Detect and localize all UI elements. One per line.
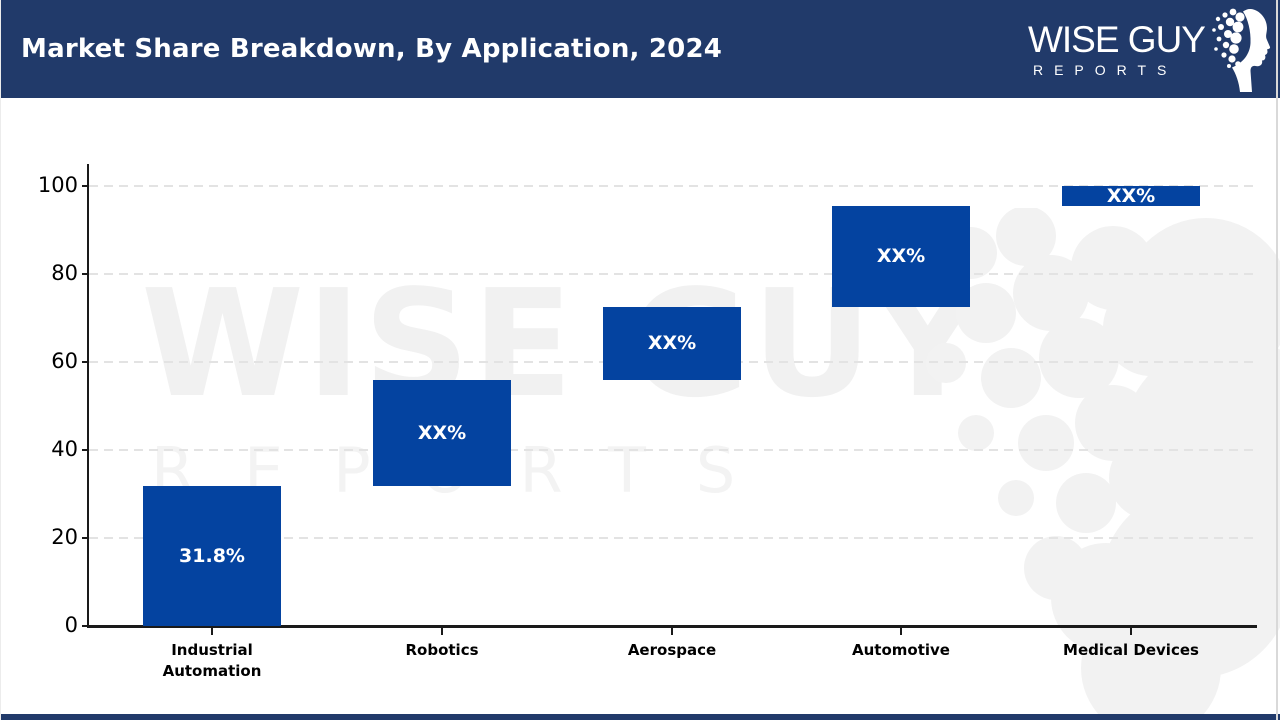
bar-value-label: XX% [647,332,697,355]
bar-aerospace: XX% [603,307,741,380]
bar-value-label: 31.8% [179,545,245,568]
y-tick-label: 20 [51,525,78,549]
logo-wordmark-main: WISE GUY [1027,18,1206,60]
gridline-20 [89,537,1253,539]
y-tick-100 [82,185,89,187]
bar-value-label: XX% [1106,184,1156,207]
y-tick-label: 40 [51,437,78,461]
y-tick-20 [82,537,89,539]
y-tick-label: 100 [37,173,78,197]
category-label: Medical Devices [1063,641,1199,659]
bar-value-label: XX% [876,245,926,268]
logo-wordmark: WISE GUY REPORTS [1027,18,1206,78]
bar-robotics: XX% [373,379,511,487]
y-tick-label: 0 [64,613,78,637]
page-right-edge [1276,0,1278,720]
brand-logo: WISE GUY REPORTS [1028,6,1280,92]
x-tick [1130,628,1132,635]
bar-industrial-automation: 31.8% [143,486,281,626]
x-tick [211,628,213,635]
logo-wordmark-sub: REPORTS [1032,61,1178,78]
y-tick-80 [82,273,89,275]
chart-title: Market Share Breakdown, By Application, … [21,34,723,64]
y-axis [87,164,89,628]
gridline-40 [89,449,1253,451]
gridline-80 [89,273,1253,275]
logo-face-icon [1212,8,1271,92]
y-tick-40 [82,449,89,451]
x-tick [900,628,902,635]
x-axis [87,625,1257,628]
category-label: Robotics [405,641,479,659]
category-label: Industrial Automation [162,641,262,680]
bar-value-label: XX% [417,421,467,444]
bar-automotive: XX% [832,205,970,307]
category-label: Aerospace [627,641,717,659]
footer-bar [1,714,1280,720]
bar-medical-devices: XX% [1062,184,1200,207]
y-tick-label: 80 [51,261,78,285]
gridline-100 [89,185,1253,187]
chart-area: WISE GUY REPORTS 02040608010031.8%Indust… [1,98,1280,714]
y-tick-60 [82,361,89,363]
category-label: Automotive [852,641,950,659]
x-tick [671,628,673,635]
x-tick [441,628,443,635]
y-tick-label: 60 [51,349,78,373]
y-tick-0 [82,625,89,627]
header-bar: Market Share Breakdown, By Application, … [1,0,1280,98]
